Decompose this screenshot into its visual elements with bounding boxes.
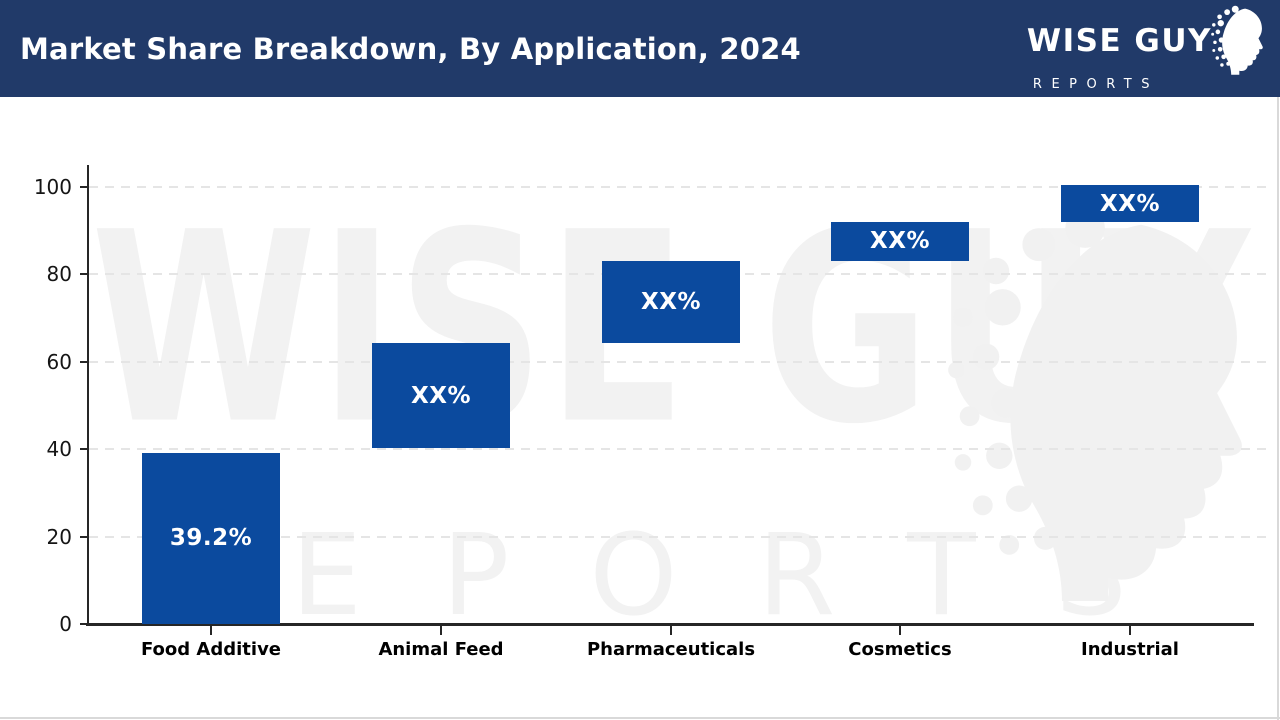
x-tick-mark [440,626,442,635]
bar-value-label: XX% [1099,190,1160,217]
gridline-60 [89,360,1266,363]
y-tick-mark [80,623,88,625]
watermark-subtext: REPORTS [133,511,1207,641]
y-tick-mark [80,535,88,538]
page-right-border [1277,97,1279,720]
y-tick-label: 40 [46,437,72,462]
y-tick-label: 80 [46,262,72,287]
y-tick-mark [80,448,88,451]
x-tick-mark [670,626,672,635]
x-category-label: Animal Feed [378,639,504,660]
x-category-label: Food Additive [140,639,282,660]
y-tick-label: 20 [46,524,72,549]
bar-animal-feed: XX% [372,343,510,449]
gridline-100 [89,186,1266,188]
y-tick-mark [80,273,88,276]
page-bottom-border [0,717,1280,719]
page-title: Market Share Breakdown, By Application, … [20,31,801,66]
x-tick-mark [899,626,901,635]
logo-wordmark: WISE GUY [1026,22,1212,59]
gridline-20 [89,535,1266,538]
logo: WISE GUY REPORTS [1026,5,1280,92]
logo-wordmark-row: WISE GUY [1026,5,1266,75]
bar-industrial: XX% [1061,184,1199,223]
bar-value-label: XX% [869,228,930,255]
header-bar: Market Share Breakdown, By Application, … [0,0,1280,97]
x-category-label: Pharmaceuticals [586,639,756,660]
y-tick-label: 60 [46,349,72,374]
bar-value-label: XX% [640,289,701,316]
bar-cosmetics: XX% [831,221,969,261]
y-tick-label: 0 [59,612,72,636]
bar-value-label: XX% [410,382,471,409]
x-category-label: Industrial [1081,639,1179,660]
y-axis-line [87,165,89,626]
y-tick-mark [80,186,88,188]
bar-pharmaceuticals: XX% [602,261,740,344]
y-tick-mark [80,360,88,363]
x-tick-mark [1129,626,1131,635]
logo-subtitle: REPORTS [1032,77,1160,92]
x-category-label: Cosmetics [848,639,952,660]
y-tick-label: 100 [33,175,72,199]
x-tick-mark [210,626,212,635]
x-axis-line [86,623,1254,626]
bar-food-additive: 39.2% [142,452,280,624]
bar-value-label: 39.2% [169,525,253,552]
logo-face-icon [1211,5,1263,75]
gridline-40 [89,448,1266,451]
